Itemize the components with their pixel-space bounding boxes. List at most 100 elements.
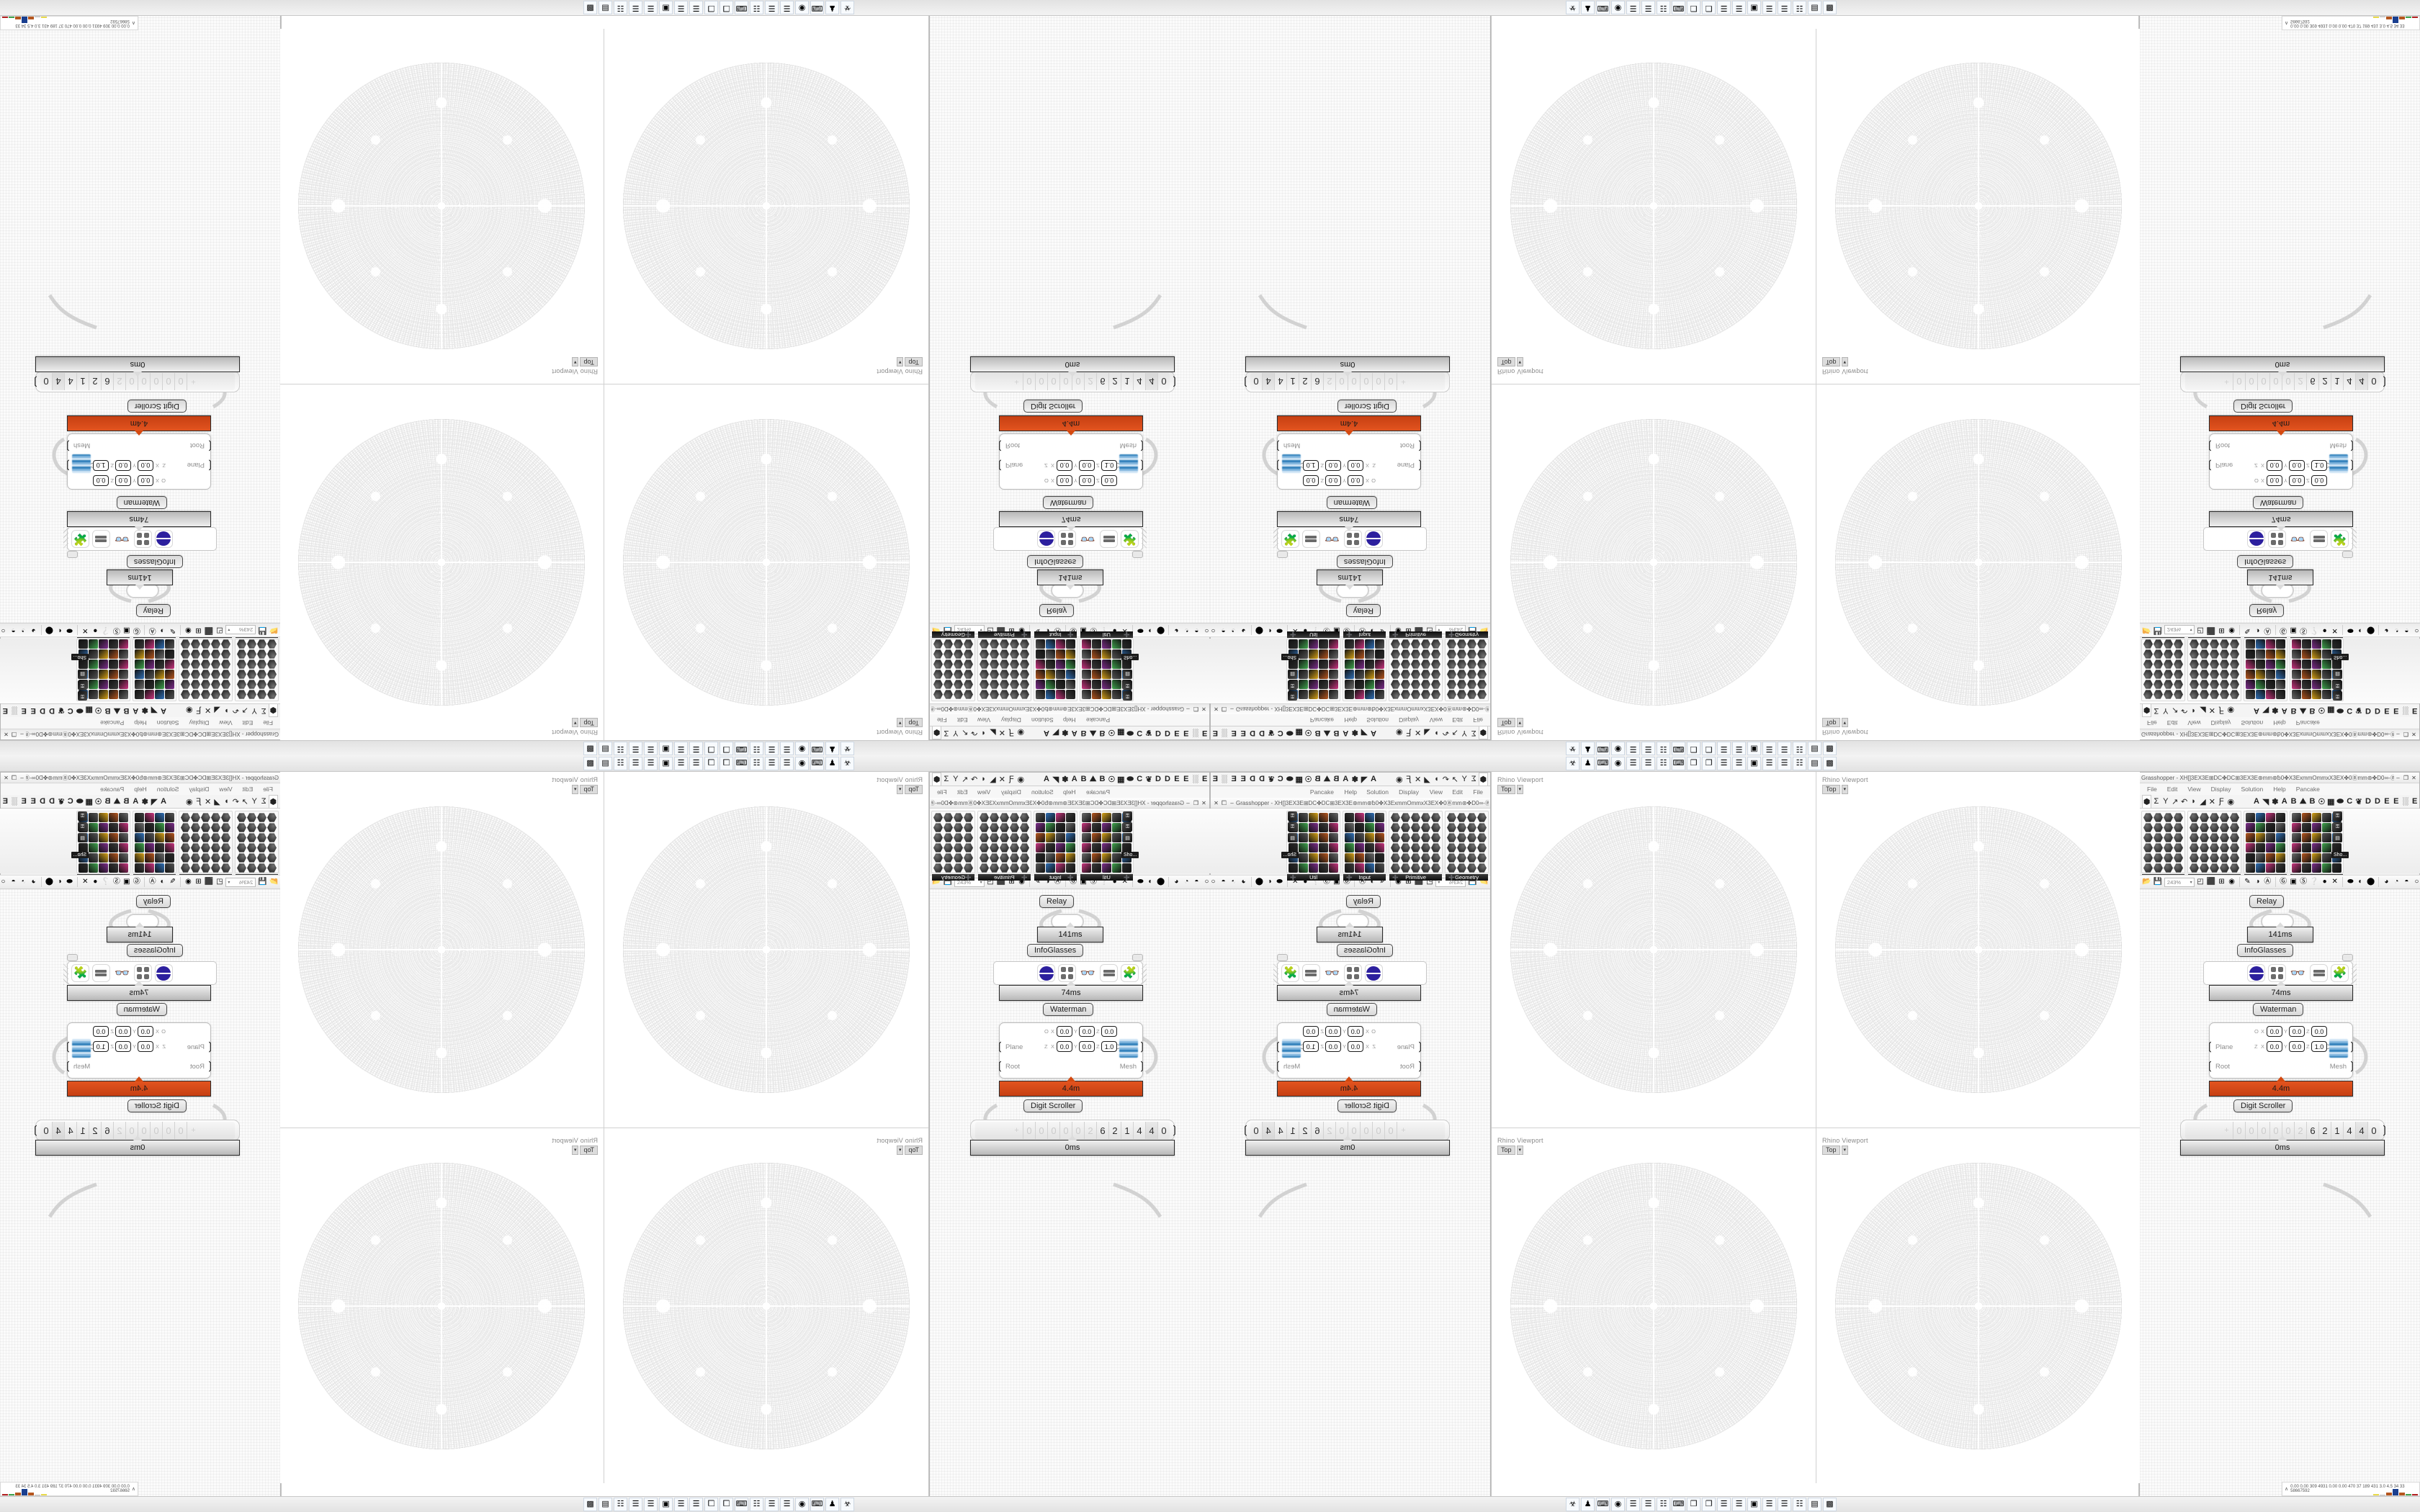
- component-icon[interactable]: [1421, 863, 1430, 873]
- component-icon[interactable]: [2190, 680, 2199, 689]
- taskbar-item-9[interactable]: ❐: [1702, 1498, 1716, 1511]
- port-mesh[interactable]: Mesh: [73, 1063, 91, 1071]
- component-icon[interactable]: [237, 660, 246, 669]
- plugin-tab-8[interactable]: ▦: [1117, 728, 1125, 737]
- scroller-digit-7[interactable]: 6: [1096, 373, 1108, 390]
- scroller-digit-11[interactable]: 4: [53, 1122, 65, 1139]
- component-icon[interactable]: [2230, 680, 2239, 689]
- component-icon[interactable]: [2292, 660, 2301, 669]
- plugin-tab-1[interactable]: ◥: [1052, 728, 1059, 737]
- plugin-tab-0[interactable]: A: [2253, 797, 2259, 806]
- node-timer-141[interactable]: 141ms: [107, 922, 173, 942]
- node-timer-141[interactable]: 141ms: [2247, 922, 2313, 942]
- surface-tab[interactable]: ◗: [1434, 775, 1439, 783]
- component-icon[interactable]: [1411, 853, 1420, 863]
- scroller-digit-1[interactable]: 0: [2233, 1122, 2245, 1139]
- scroller-digit-0[interactable]: +: [191, 1126, 196, 1135]
- plugin-tab-16[interactable]: ░: [2402, 706, 2408, 715]
- component-icon[interactable]: [1345, 690, 1354, 699]
- component-icon[interactable]: [2312, 690, 2321, 699]
- component-icon[interactable]: [165, 660, 174, 669]
- taskbar-item-6[interactable]: ☷: [750, 1, 763, 14]
- taskbar-item-7[interactable]: ⌨: [735, 742, 748, 755]
- plugin-tab-0[interactable]: A: [1371, 775, 1377, 783]
- scroller-digit-4[interactable]: 0: [2269, 1122, 2282, 1139]
- component-icon[interactable]: [1046, 670, 1055, 679]
- component-icon[interactable]: [119, 853, 128, 863]
- maximize-button[interactable]: ❐: [2403, 731, 2409, 738]
- component-icon[interactable]: [99, 843, 108, 852]
- component-icon[interactable]: [1365, 660, 1374, 669]
- component-icon[interactable]: [990, 680, 999, 689]
- pin-plane-in[interactable]: ❲: [2205, 1040, 2215, 1053]
- origin-y-field[interactable]: 0.0: [115, 475, 131, 486]
- component-icon[interactable]: [1411, 863, 1420, 873]
- component-icon[interactable]: [267, 853, 277, 863]
- scroller-digit-1[interactable]: 0: [1023, 373, 1035, 390]
- component-icon[interactable]: [1355, 853, 1364, 863]
- intersect-tab[interactable]: ✕: [998, 728, 1005, 737]
- component-icon[interactable]: [944, 690, 953, 699]
- scroller-digit-12[interactable]: 0: [1157, 1122, 1170, 1139]
- panel-caption[interactable]: Input➕: [1034, 631, 1077, 638]
- panel-expand-icon[interactable]: ➕: [1346, 631, 1353, 637]
- scroller-digit-9[interactable]: 1: [1121, 1122, 1133, 1139]
- component-icon[interactable]: [1375, 639, 1384, 649]
- component-icon[interactable]: [2256, 853, 2265, 863]
- component-icon[interactable]: [1082, 833, 1091, 842]
- display-tab[interactable]: ◉: [1017, 728, 1025, 737]
- scroller-digit-0[interactable]: +: [1401, 377, 1406, 386]
- database-icon[interactable]: [92, 964, 110, 982]
- component-icon[interactable]: [237, 863, 246, 873]
- sets-tab[interactable]: Υ: [1461, 775, 1467, 783]
- taskbar-item-12[interactable]: ▣: [659, 757, 673, 770]
- component-icon[interactable]: [944, 843, 953, 852]
- port-plane[interactable]: Plane: [2215, 461, 2233, 469]
- extra-component-icon-1[interactable]: ⚿: [1123, 822, 1132, 832]
- component-icon[interactable]: [1082, 853, 1091, 863]
- gh-toolbar-secondary[interactable]: 📂 💾 243% ▾ ◰ ⬛ ⊞ ◉ ✎ ◑ Ⓐ Ⓖ ▣ Ⓢ ❔ ● ✕ ⬬ ◐ ⬤ ◕ ◔ ◓ ○: [0, 875, 280, 889]
- plugin-tab-4[interactable]: B: [1080, 775, 1087, 783]
- component-icon[interactable]: [1082, 649, 1091, 659]
- menu-file[interactable]: File: [937, 716, 947, 724]
- component-icon[interactable]: [221, 823, 230, 832]
- component-icon[interactable]: [1431, 833, 1440, 842]
- component-icon[interactable]: [1112, 680, 1121, 689]
- node-digit-scroller[interactable]: Digit Scroller: [127, 1099, 187, 1112]
- component-icon[interactable]: [1401, 660, 1410, 669]
- component-icon[interactable]: [119, 833, 128, 842]
- comment-bubble-icon[interactable]: [67, 954, 78, 961]
- component-icon[interactable]: [1056, 833, 1065, 842]
- component-icon[interactable]: [2200, 863, 2209, 873]
- plugin-tab-17[interactable]: E: [2, 706, 9, 715]
- taskbar-item-6[interactable]: ☷: [1657, 1498, 1670, 1511]
- chevron-down-icon[interactable]: ▾: [1841, 718, 1849, 727]
- puzzle-piece-icon[interactable]: 🧩: [1121, 964, 1139, 982]
- pin-curves-out[interactable]: ❳: [63, 1040, 73, 1053]
- gh-toolbar-icon-9[interactable]: Ⓢ: [2300, 878, 2308, 886]
- gh-menubar-left[interactable]: File Edit View Display Solution Help Pancake: [930, 786, 1209, 798]
- taskbar-item-1[interactable]: ♟: [825, 1498, 839, 1511]
- component-icon[interactable]: [165, 639, 174, 649]
- component-icon[interactable]: [1345, 843, 1354, 852]
- gh-toolbar-icon-18[interactable]: ◓: [11, 626, 16, 634]
- component-icon[interactable]: [165, 843, 174, 852]
- component-icon[interactable]: [1421, 649, 1430, 659]
- gh-toolbar-icon-14[interactable]: ◐: [2358, 878, 2363, 886]
- plugin-tab-14[interactable]: E: [1174, 775, 1180, 783]
- component-icon[interactable]: [2276, 853, 2285, 863]
- component-icon[interactable]: [89, 813, 98, 822]
- gh-category-tabs-left[interactable]: ⬢ Σ Υ ↗ ↶ ◗ ◢ ✕ Ƒ ◉ A ◥ ✽ A B ⛰ B ☉ ▦ ⬬ C ❦ D D E E ░ E: [930, 726, 1209, 739]
- chevron-down-icon[interactable]: ▾: [571, 785, 579, 794]
- component-icon[interactable]: [1046, 823, 1055, 832]
- plugin-tab-16[interactable]: ░: [1192, 775, 1198, 783]
- component-panel-input[interactable]: Input➕: [1034, 811, 1077, 881]
- gh-toolbar-icon-7[interactable]: Ⓖ: [133, 626, 140, 634]
- maths-tab[interactable]: Σ: [2154, 706, 2159, 715]
- component-icon[interactable]: [964, 639, 973, 649]
- extra-component-icon-2[interactable]: ▤: [1123, 833, 1132, 842]
- port-root[interactable]: Root: [189, 441, 205, 449]
- component-icon[interactable]: [1411, 690, 1420, 699]
- plugin-tab-1[interactable]: ◥: [2262, 706, 2269, 715]
- rhino-viewport-bottom-left[interactable]: Rhino Viewport Top ▾: [1492, 1128, 1816, 1483]
